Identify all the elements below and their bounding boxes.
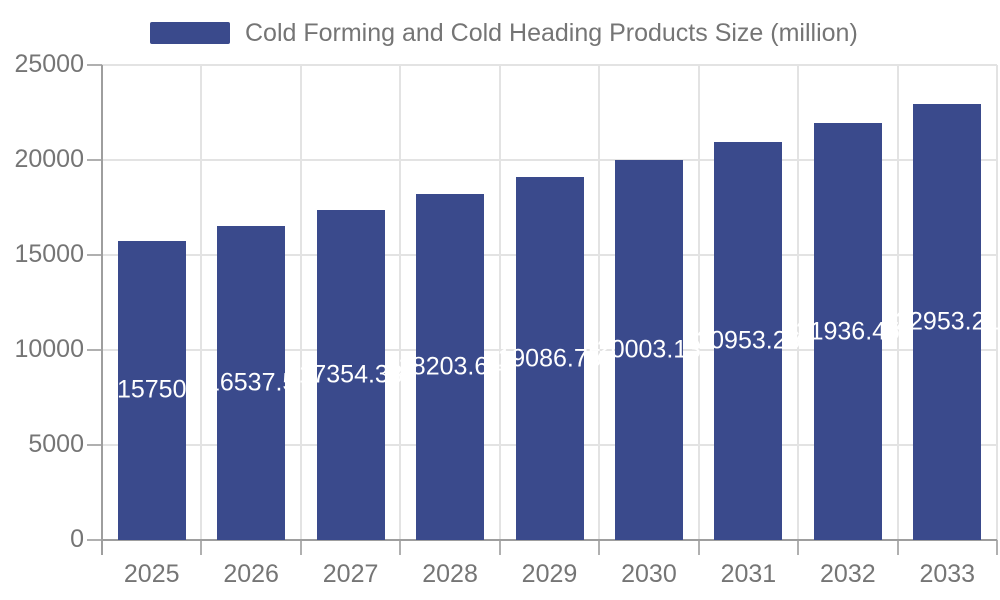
y-axis-label: 15000 xyxy=(14,240,84,268)
legend-label: Cold Forming and Cold Heading Products S… xyxy=(245,19,858,47)
bar-value-label: 22953.21 xyxy=(895,307,1000,336)
x-gridline xyxy=(399,65,402,540)
bar-2032 xyxy=(813,123,882,540)
x-axis-tick xyxy=(399,540,402,555)
x-gridline xyxy=(200,65,203,540)
bar-value-label: 18203.64 xyxy=(397,352,503,381)
y-axis-label: 10000 xyxy=(14,335,84,363)
x-axis-label: 2033 xyxy=(919,560,976,588)
y-gridline xyxy=(102,159,997,161)
y-axis-tick xyxy=(87,349,102,351)
bar-value-label: 19086.75 xyxy=(497,344,602,373)
y-axis-tick xyxy=(87,64,102,66)
x-axis-label: 2031 xyxy=(720,560,777,588)
x-gridline xyxy=(896,65,899,540)
bar-value-label: 20003.13 xyxy=(596,335,702,364)
x-axis-tick xyxy=(797,540,800,555)
x-axis-label: 2026 xyxy=(223,560,279,588)
y-axis-tick xyxy=(87,159,102,161)
bar-2029 xyxy=(515,177,584,540)
y-axis-label: 20000 xyxy=(14,145,84,173)
y-axis-label: 0 xyxy=(70,525,84,553)
bar-value-label: 17354.38 xyxy=(298,360,403,389)
y-axis-label: 5000 xyxy=(28,430,84,458)
bar-2033 xyxy=(913,103,982,540)
x-axis-label: 2027 xyxy=(322,560,379,588)
bar-2030 xyxy=(614,159,683,540)
x-axis-line xyxy=(101,539,997,541)
legend[interactable]: Cold Forming and Cold Heading Products S… xyxy=(150,18,858,48)
bar-2031 xyxy=(714,141,783,540)
x-axis-tick xyxy=(598,540,601,555)
bar-value-label: 21936.45 xyxy=(795,317,900,346)
y-axis-line xyxy=(101,65,103,555)
x-axis-label: 2029 xyxy=(521,560,578,588)
legend-swatch xyxy=(150,22,230,44)
x-gridline xyxy=(697,65,700,540)
x-gridline xyxy=(498,65,501,540)
x-axis-label: 2030 xyxy=(621,560,677,588)
bar-2028 xyxy=(416,194,485,540)
x-gridline xyxy=(996,65,998,540)
y-axis-tick xyxy=(87,254,102,256)
x-axis-label: 2032 xyxy=(820,560,876,588)
x-axis-tick xyxy=(200,540,203,555)
bar-value-label: 15750 xyxy=(116,375,187,404)
bar-value-label: 16537.5 xyxy=(205,368,297,397)
x-axis-tick xyxy=(697,540,700,555)
x-axis-tick xyxy=(896,540,899,555)
x-gridline xyxy=(797,65,800,540)
bar-2027 xyxy=(316,210,385,540)
x-axis-tick xyxy=(996,540,998,555)
x-axis-label: 2025 xyxy=(123,560,180,588)
y-axis-tick xyxy=(87,444,102,446)
y-axis-tick xyxy=(87,539,102,541)
y-axis-label: 25000 xyxy=(14,50,84,78)
bar-2025 xyxy=(117,240,186,540)
x-axis-label: 2028 xyxy=(422,560,478,588)
x-gridline xyxy=(598,65,601,540)
y-gridline xyxy=(102,64,997,66)
bar-2026 xyxy=(217,225,286,540)
x-axis-tick xyxy=(299,540,302,555)
bar-value-label: 20953.26 xyxy=(696,326,801,355)
x-gridline xyxy=(299,65,302,540)
x-axis-tick xyxy=(498,540,501,555)
